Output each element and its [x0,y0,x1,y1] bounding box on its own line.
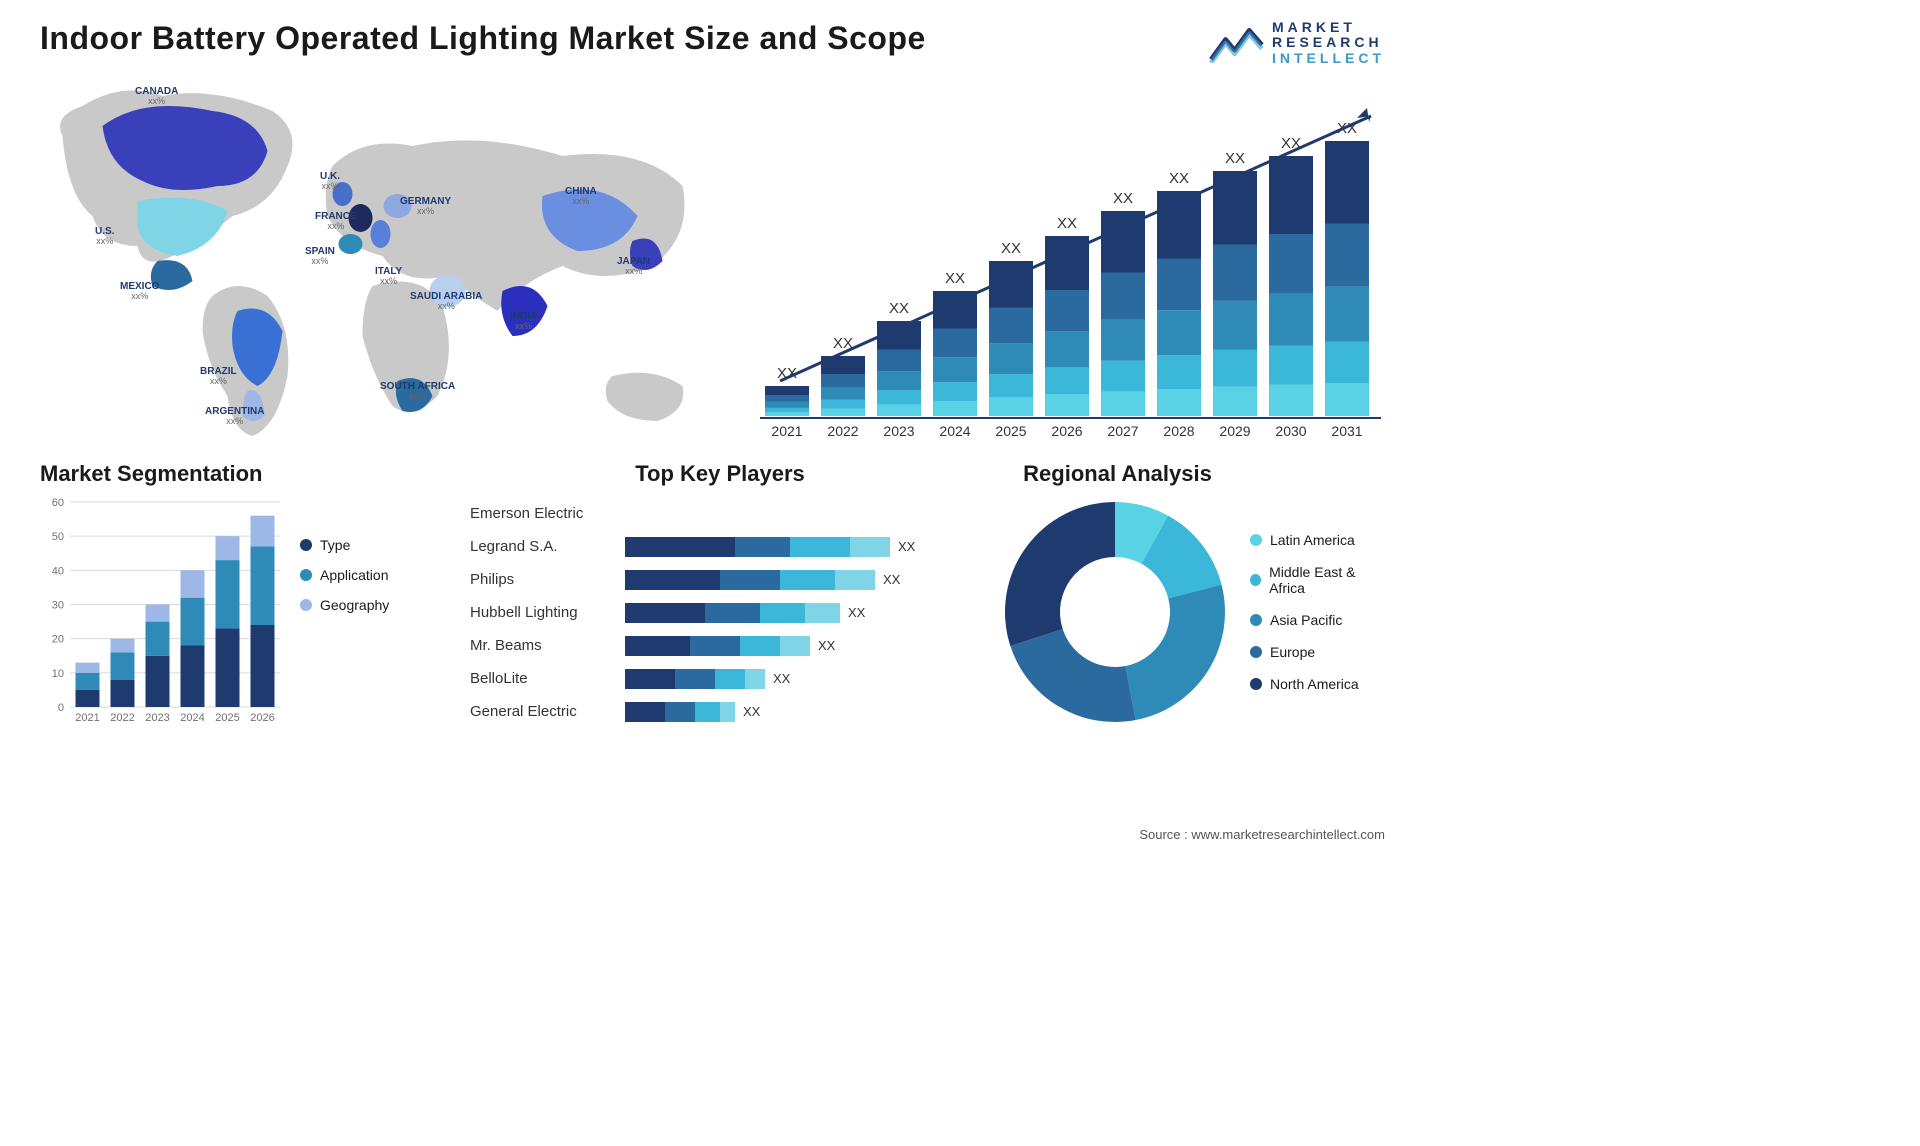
svg-text:XX: XX [1225,150,1245,167]
logo-text-2: RESEARCH [1272,35,1385,50]
players-title: Top Key Players [470,461,970,487]
svg-text:2029: 2029 [1219,423,1250,439]
region-legend-north-america: North America [1250,676,1385,692]
map-label-italy: ITALYxx% [375,266,402,287]
logo-icon [1209,23,1264,63]
player-label: Philips [470,563,625,596]
svg-text:2027: 2027 [1107,423,1138,439]
svg-text:0: 0 [58,702,64,714]
map-label-brazil: BRAZILxx% [200,366,237,387]
world-map-panel: CANADAxx% U.S.xx% MEXICOxx% BRAZILxx% ARGENT… [40,76,725,446]
svg-text:XX: XX [1057,215,1077,232]
map-label-canada: CANADAxx% [135,86,178,107]
svg-text:XX: XX [1281,135,1301,152]
svg-text:2028: 2028 [1163,423,1194,439]
svg-text:2021: 2021 [75,712,99,724]
main-bar-chart: 2021 XX 2022 XX 2023 XX 2024 XX 2025 XX 2026 XX 2027… [755,76,1385,446]
svg-text:XX: XX [1113,190,1133,207]
svg-text:2022: 2022 [110,712,134,724]
main-bar-svg: 2021 XX 2022 XX 2023 XX 2024 XX 2025 XX 2026 XX 2027… [755,86,1385,446]
segmentation-title: Market Segmentation [40,461,440,487]
seg-legend-geography: Geography [300,597,389,613]
svg-text:2026: 2026 [1051,423,1082,439]
player-label: Legrand S.A. [470,530,625,563]
svg-text:2025: 2025 [215,712,239,724]
region-legend-latin-america: Latin America [1250,532,1385,548]
page-title: Indoor Battery Operated Lighting Market … [40,20,926,57]
region-legend-middle-east---africa: Middle East & Africa [1250,564,1385,596]
svg-text:20: 20 [52,634,64,646]
svg-text:2030: 2030 [1275,423,1306,439]
svg-text:XX: XX [777,365,797,382]
player-bar-row: XX [625,563,970,596]
svg-text:2026: 2026 [250,712,274,724]
brand-logo: MARKET RESEARCH INTELLECT [1209,20,1385,66]
segmentation-chart: 0 10 20 30 40 50 60 2021 2022 2023 2024 2025 2026 [40,497,285,737]
svg-text:50: 50 [52,531,64,543]
player-label: Emerson Electric [470,497,625,530]
region-legend-europe: Europe [1250,644,1385,660]
map-label-india: INDIAxx% [510,311,537,332]
player-label: BelloLite [470,662,625,695]
map-label-uk: U.K.xx% [320,171,340,192]
map-label-us: U.S.xx% [95,226,114,247]
svg-text:2022: 2022 [827,423,858,439]
player-label: Mr. Beams [470,629,625,662]
player-bar-row: XX [625,695,970,728]
player-bar-row: XX [625,662,970,695]
players-bars: XXXXXXXXXXXX [625,497,970,728]
svg-text:60: 60 [52,497,64,509]
player-label: General Electric [470,695,625,728]
svg-text:XX: XX [833,335,853,352]
seg-legend-application: Application [300,567,389,583]
svg-text:XX: XX [1337,120,1357,137]
svg-text:30: 30 [52,600,64,612]
segmentation-legend: Type Application Geography [300,497,389,737]
players-panel: Top Key Players Emerson ElectricLegrand … [470,461,970,756]
logo-text-3: INTELLECT [1272,51,1385,66]
segmentation-panel: Market Segmentation 0 10 20 30 40 50 60 2021 202… [40,461,440,756]
map-label-germany: GERMANYxx% [400,196,451,217]
logo-text-1: MARKET [1272,20,1385,35]
map-label-france: FRANCExx% [315,211,357,232]
svg-text:40: 40 [52,566,64,578]
map-label-spain: SPAINxx% [305,246,335,267]
player-bar-row: XX [625,629,970,662]
svg-text:XX: XX [889,300,909,317]
player-label: Hubbell Lighting [470,596,625,629]
regional-donut [1000,497,1230,727]
regional-panel: Regional Analysis Latin America Middle Ea… [1000,461,1385,756]
svg-text:2023: 2023 [145,712,169,724]
seg-legend-type: Type [300,537,389,553]
svg-text:XX: XX [945,270,965,287]
svg-text:XX: XX [1169,170,1189,187]
source-text: Source : www.marketresearchintellect.com [1139,827,1385,842]
map-label-mexico: MEXICOxx% [120,281,159,302]
svg-text:10: 10 [52,668,64,680]
players-labels: Emerson ElectricLegrand S.A.PhilipsHubbe… [470,497,625,728]
svg-text:2025: 2025 [995,423,1026,439]
player-bar-row [625,497,970,530]
map-label-argentina: ARGENTINAxx% [205,406,264,427]
player-bar-row: XX [625,596,970,629]
svg-text:2024: 2024 [180,712,204,724]
map-label-china: CHINAxx% [565,186,597,207]
map-label-saudiarabia: SAUDI ARABIAxx% [410,291,482,312]
svg-text:2024: 2024 [939,423,970,439]
regional-legend: Latin America Middle East & Africa Asia Pa… [1250,532,1385,692]
regional-title: Regional Analysis [1000,461,1385,487]
player-bar-row: XX [625,530,970,563]
map-label-japan: JAPANxx% [617,256,650,277]
map-label-southafrica: SOUTH AFRICAxx% [380,381,455,402]
svg-text:XX: XX [1001,240,1021,257]
region-legend-asia-pacific: Asia Pacific [1250,612,1385,628]
svg-text:2031: 2031 [1331,423,1362,439]
svg-text:2021: 2021 [771,423,802,439]
svg-text:2023: 2023 [883,423,914,439]
